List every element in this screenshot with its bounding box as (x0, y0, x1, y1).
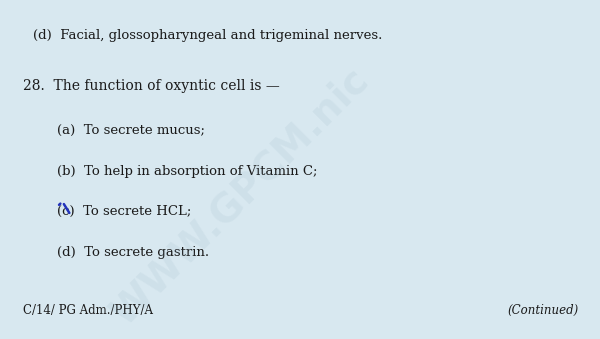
Text: WWW.GPCM.nic: WWW.GPCM.nic (104, 61, 376, 333)
Text: 28.  The function of oxyntic cell is —: 28. The function of oxyntic cell is — (23, 79, 280, 94)
Text: (c)  To secrete HCL;: (c) To secrete HCL; (57, 205, 191, 218)
Text: (Continued): (Continued) (507, 304, 578, 317)
Text: (d)  Facial, glossopharyngeal and trigeminal nerves.: (d) Facial, glossopharyngeal and trigemi… (33, 29, 382, 42)
Text: (a)  To secrete mucus;: (a) To secrete mucus; (57, 124, 205, 137)
Text: (d)  To secrete gastrin.: (d) To secrete gastrin. (57, 246, 209, 259)
Text: (b)  To help in absorption of Vitamin C;: (b) To help in absorption of Vitamin C; (57, 165, 317, 178)
Text: C/14/ PG Adm./PHY/A: C/14/ PG Adm./PHY/A (23, 304, 153, 317)
